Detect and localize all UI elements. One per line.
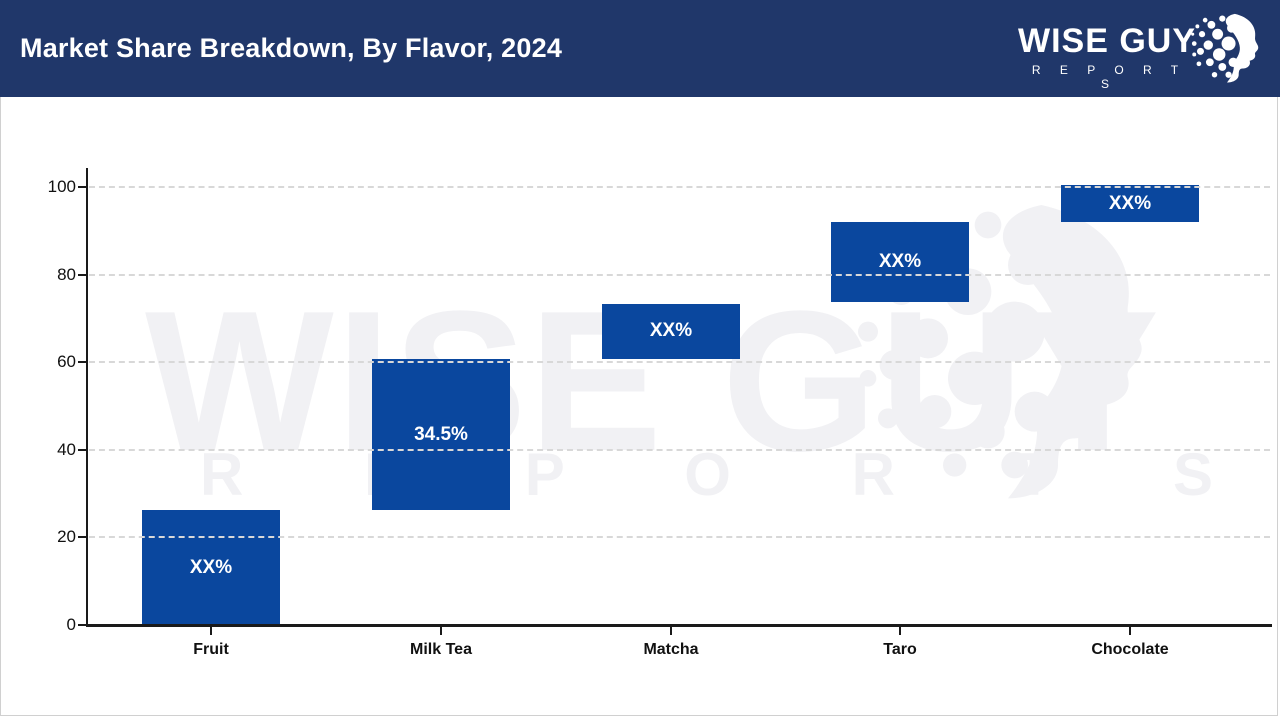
page-title: Market Share Breakdown, By Flavor, 2024: [20, 33, 563, 63]
logo-text: WISE GUY R E P O R T S: [1016, 24, 1198, 91]
logo-wordmark: WISE GUY: [1017, 22, 1197, 60]
logo-face-icon: [1191, 13, 1259, 83]
logo-subtitle: R E P O R T S: [1031, 63, 1187, 91]
chart-canvas: [0, 97, 1278, 716]
wise-guy-logo: WISE GUY R E P O R T S: [1016, 6, 1266, 92]
header-bar: Market Share Breakdown, By Flavor, 2024 …: [0, 0, 1280, 97]
